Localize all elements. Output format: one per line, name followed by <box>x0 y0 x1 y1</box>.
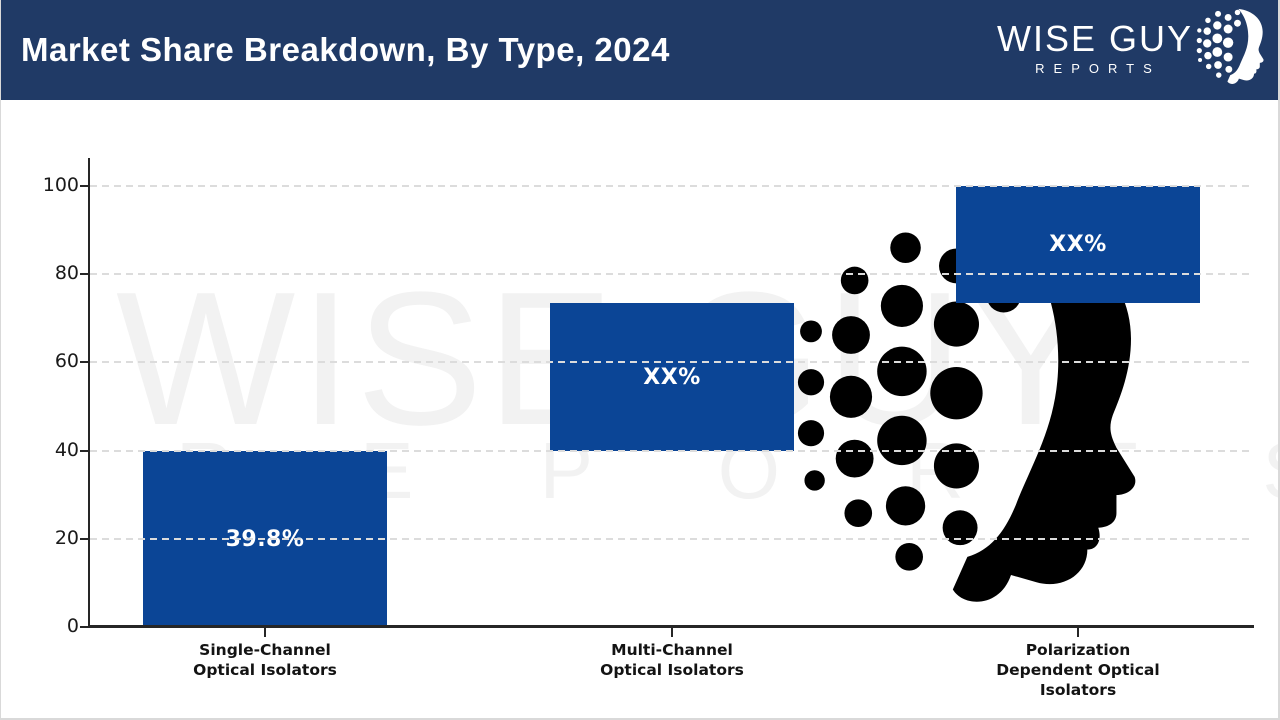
x-axis-line <box>88 625 1254 628</box>
x-tick-mark <box>264 628 266 637</box>
bar-value-label: XX% <box>1049 231 1107 257</box>
bar-segment: XX% <box>550 302 794 452</box>
y-tick-label: 0 <box>66 615 79 637</box>
logo-text: WISE GUY REPORTS <box>997 18 1193 76</box>
y-tick-label: 60 <box>54 350 79 373</box>
y-tick-label: 20 <box>54 526 79 549</box>
gridline <box>90 361 1254 364</box>
y-tick-mark <box>80 273 88 276</box>
y-tick-mark <box>80 626 88 628</box>
gridline <box>90 185 1254 187</box>
bar-segment: XX% <box>956 186 1200 303</box>
y-tick-label: 40 <box>54 438 79 461</box>
y-tick-mark <box>80 361 88 364</box>
y-tick-mark <box>80 185 88 187</box>
logo-reports-label: REPORTS <box>1035 61 1161 76</box>
y-tick-mark <box>80 537 88 540</box>
gridline <box>90 449 1254 452</box>
x-tick-mark <box>1077 628 1079 637</box>
bar-value-label: XX% <box>643 364 701 390</box>
category-label: Multi-Channel Optical Isolators <box>600 641 744 679</box>
y-tick-label: 80 <box>54 262 79 285</box>
y-tick-mark <box>80 449 88 452</box>
y-axis-line <box>88 158 90 628</box>
category-label: Single-Channel Optical Isolators <box>193 641 337 679</box>
x-tick-mark <box>671 628 673 637</box>
gridline <box>90 537 1254 540</box>
gridline <box>90 273 1254 276</box>
y-tick-label: 100 <box>42 174 79 196</box>
header-bar: Market Share Breakdown, By Type, 2024 WI… <box>1 0 1278 100</box>
page-title: Market Share Breakdown, By Type, 2024 <box>21 31 670 68</box>
wise-guy-reports-logo: WISE GUY REPORTS <box>997 6 1267 88</box>
category-label: Polarization Dependent Optical Isolators <box>996 641 1160 699</box>
logo-face-dots-icon <box>1196 8 1264 84</box>
logo-wiseguy-label: WISE GUY <box>996 18 1193 59</box>
